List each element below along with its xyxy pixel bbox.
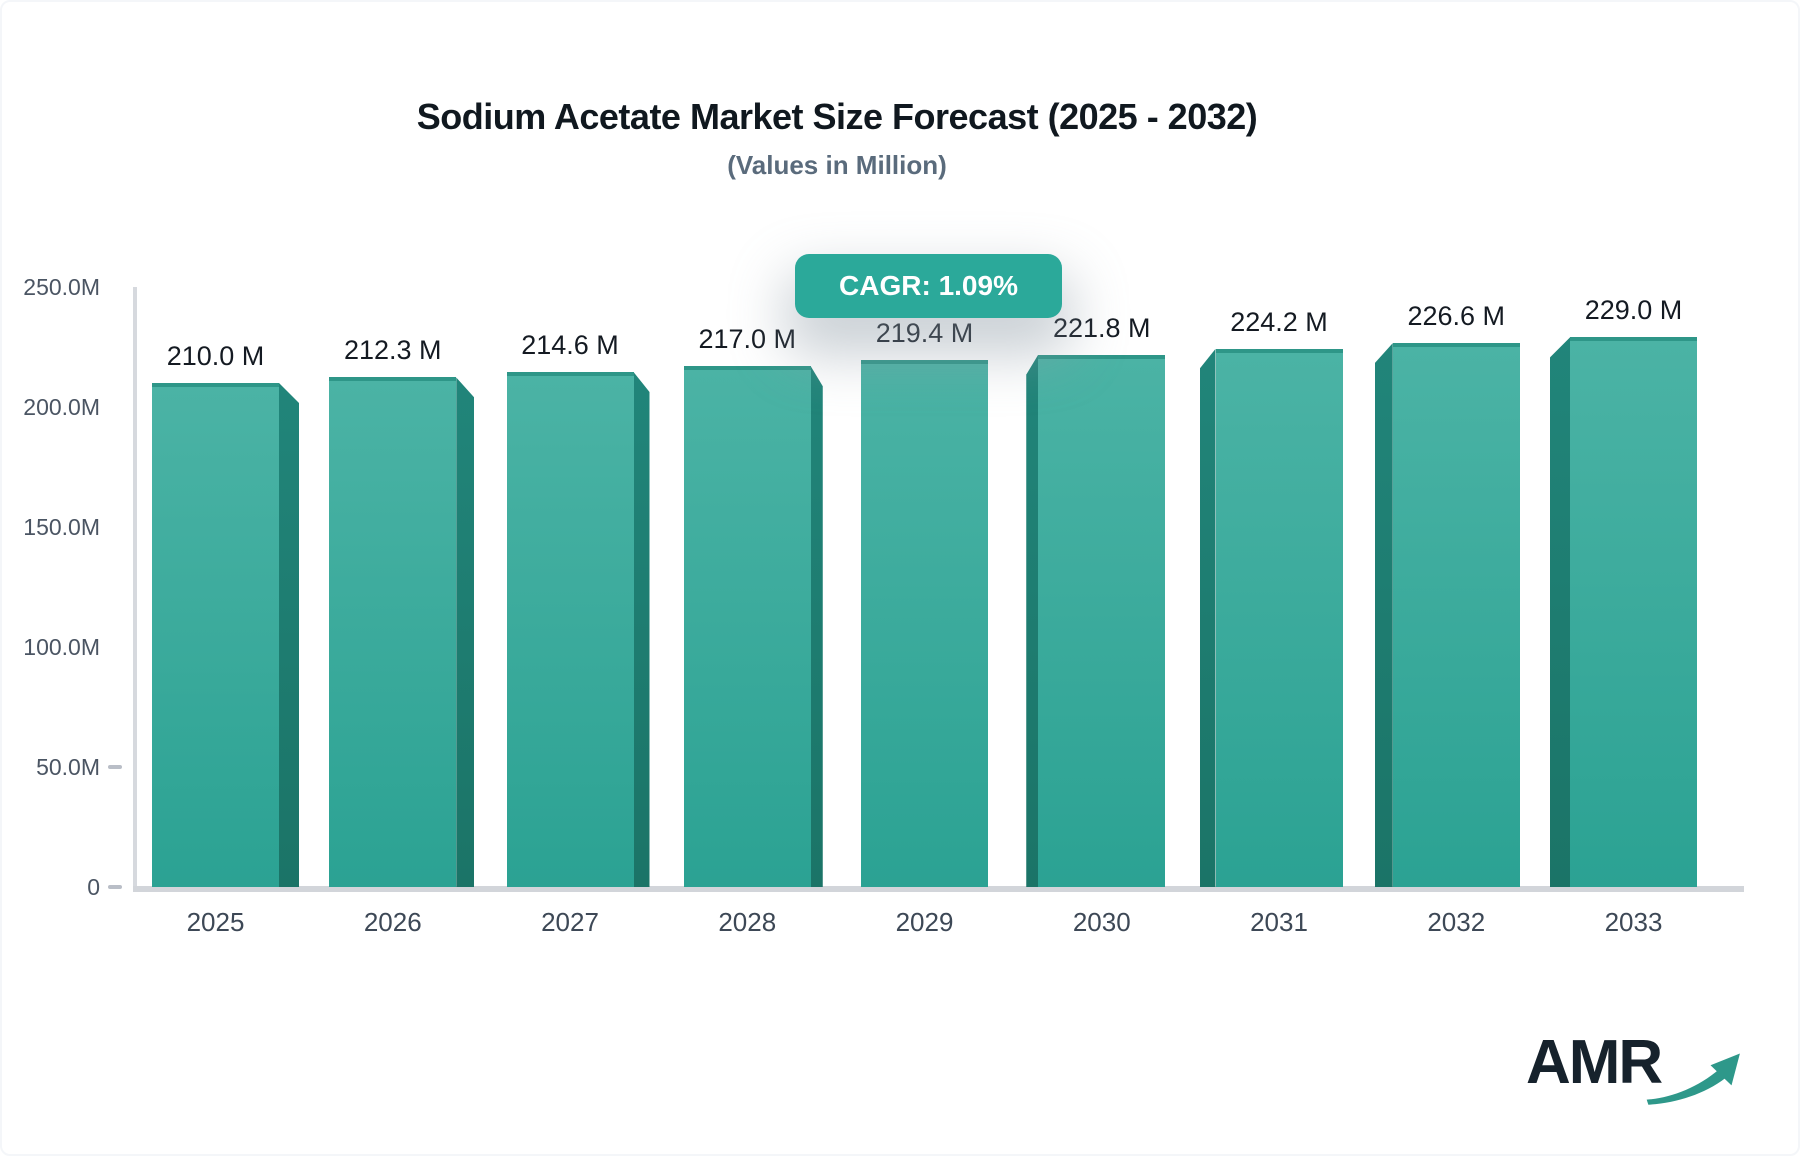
amr-logo: AMR xyxy=(1526,1028,1746,1118)
chart-title: Sodium Acetate Market Size Forecast (202… xyxy=(416,96,1258,137)
y-axis-line xyxy=(133,287,137,889)
bar-value-label: 217.0 M xyxy=(698,324,797,355)
y-axis-label: 150.0M xyxy=(23,514,100,540)
x-axis-label: 2026 xyxy=(363,907,422,937)
bar-face xyxy=(683,366,811,887)
bar-value-label: 221.8 M xyxy=(1052,312,1151,343)
bar-value-label: 226.6 M xyxy=(1407,301,1506,332)
bar xyxy=(861,360,988,887)
bar-side-face xyxy=(1374,343,1393,887)
bar-face xyxy=(329,377,457,887)
bar xyxy=(1026,354,1166,887)
x-axis-label: 2031 xyxy=(1250,907,1308,937)
bar-face xyxy=(861,360,988,887)
bar-face xyxy=(1038,354,1166,887)
amr-logo-text: AMR xyxy=(1526,1028,1663,1097)
bar-side-face xyxy=(810,366,823,887)
y-axis-label: 250.0M xyxy=(23,274,100,300)
y-axis-label: 50.0M xyxy=(36,754,100,780)
bar xyxy=(506,371,650,887)
bar xyxy=(1199,348,1343,887)
bar-value-label: 210.0 M xyxy=(166,341,265,371)
y-axis-label: 200.0M xyxy=(23,394,100,420)
x-axis-label: 2033 xyxy=(1604,907,1663,937)
bar-side-face xyxy=(456,377,475,887)
bar-value-label: 229.0 M xyxy=(1584,295,1683,326)
bar-face xyxy=(506,371,634,887)
bar-value-label: 214.6 M xyxy=(521,329,619,360)
bar xyxy=(329,377,475,887)
bar xyxy=(152,383,299,887)
bar-value-label: 224.2 M xyxy=(1230,306,1328,337)
chart-subtitle: (Values in Million) xyxy=(727,150,947,180)
bar-face xyxy=(1392,343,1520,887)
bar-side-face xyxy=(1026,354,1039,887)
bar-face xyxy=(1215,348,1343,887)
bar-side-face xyxy=(1199,348,1216,887)
bar xyxy=(1550,337,1697,887)
cagr-badge: CAGR: 1.09% xyxy=(795,254,1062,318)
trend-up-arrow-icon xyxy=(1646,1053,1741,1105)
x-axis-label: 2030 xyxy=(1072,907,1131,937)
bar xyxy=(683,366,823,887)
bar-value-label: 212.3 M xyxy=(343,335,442,366)
x-axis-label: 2029 xyxy=(895,907,954,937)
x-axis-label: 2032 xyxy=(1427,907,1486,937)
y-axis-label: 100.0M xyxy=(23,634,100,660)
bar-side-face xyxy=(1550,337,1570,887)
bar-side-face xyxy=(633,371,650,887)
x-axis-label: 2025 xyxy=(186,907,245,937)
y-axis-tick xyxy=(108,765,122,769)
y-axis-tick xyxy=(108,885,122,889)
bar xyxy=(1374,343,1520,887)
x-axis-label: 2028 xyxy=(718,907,777,937)
x-axis-line xyxy=(133,886,1744,892)
cagr-badge-label: CAGR: 1.09% xyxy=(839,270,1018,301)
bar-face xyxy=(1570,337,1697,887)
y-axis-label: 0 xyxy=(87,874,100,900)
x-axis-label: 2027 xyxy=(541,907,599,937)
bar-face xyxy=(152,383,279,887)
bar-value-label: 219.4 M xyxy=(875,318,974,349)
bar-side-face xyxy=(279,383,299,887)
